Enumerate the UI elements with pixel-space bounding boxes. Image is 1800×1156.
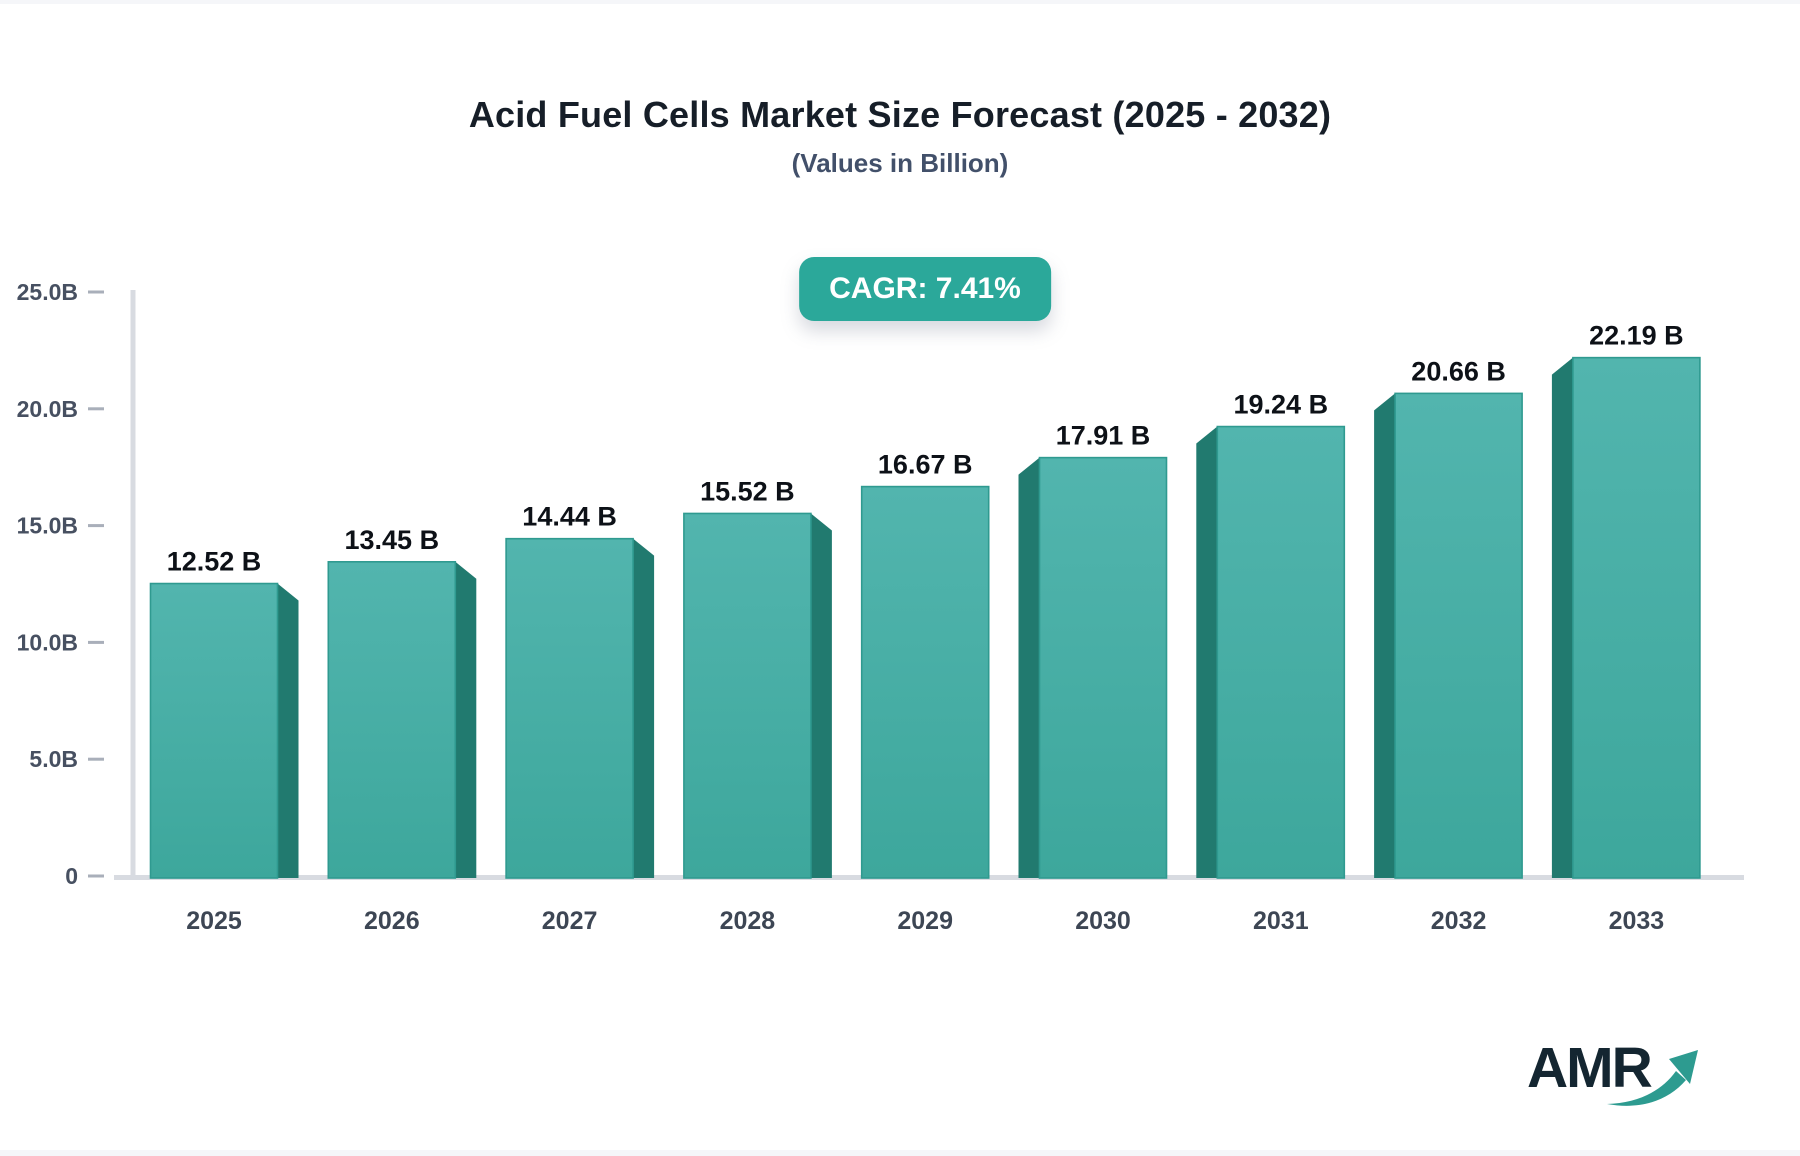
window-top-edge [0, 0, 1800, 4]
bar-value-label: 13.45 B [345, 525, 440, 555]
y-tick-mark [88, 757, 104, 761]
bar-group-2025: 12.52 B 2025 [149, 547, 299, 935]
x-tick-label: 2027 [542, 907, 598, 935]
y-tick-mark [88, 290, 104, 294]
bar-front-face [1394, 392, 1523, 879]
bar-value-label: 22.19 B [1589, 321, 1684, 351]
bar-side-face [1374, 393, 1396, 878]
bar-front-face [327, 561, 457, 879]
x-tick-label: 2032 [1431, 907, 1487, 935]
y-tick-mark [88, 874, 104, 878]
x-tick-label: 2031 [1253, 907, 1309, 935]
bar-side-face [810, 513, 832, 878]
y-tick-mark [88, 524, 104, 528]
chart-axis-labels: 25.0B 20.0B 15.0B 10.0B 5.0B 0 [17, 279, 78, 889]
bar-side-face [1551, 357, 1573, 878]
bar-side-face [633, 538, 655, 878]
bar-value-label: 15.52 B [700, 476, 795, 506]
y-tick-mark [88, 640, 104, 644]
bar-group-2026: 13.45 B 2026 [327, 525, 477, 935]
bar-value-label: 16.67 B [878, 450, 973, 480]
bar-side-face [1018, 457, 1040, 878]
bar-value-label: 17.91 B [1056, 421, 1151, 451]
bar-value-label: 12.52 B [167, 547, 262, 577]
bar-group-2032: 20.66 B 2032 [1374, 356, 1523, 935]
x-tick-label: 2025 [186, 907, 242, 935]
window-bottom-edge [0, 1150, 1800, 1156]
y-tick-label: 20.0B [17, 396, 78, 422]
cagr-badge: CAGR: 7.41% [799, 257, 1051, 321]
bar-side-face [277, 583, 299, 878]
bar-front-face [683, 512, 812, 879]
y-axis-line [130, 290, 136, 880]
bar-front-face [149, 582, 279, 879]
bar-group-2033: 22.19 B 2033 [1551, 321, 1701, 935]
bar-group-2031: 19.24 B 2031 [1196, 390, 1346, 935]
bar-group-2027: 14.44 B 2027 [505, 502, 655, 935]
bar-group-2028: 15.52 B 2028 [683, 476, 832, 935]
chart-bars: 12.52 B 2025 13.45 B 2026 14.44 B 2027 15.52 B… [149, 321, 1701, 935]
y-tick-label: 25.0B [17, 279, 78, 305]
y-tick-label: 10.0B [17, 629, 78, 655]
x-tick-label: 2028 [720, 907, 776, 935]
bar-front-face [1038, 456, 1168, 879]
y-tick-label: 0 [65, 863, 78, 889]
x-tick-label: 2033 [1609, 907, 1665, 935]
x-tick-label: 2029 [897, 907, 953, 935]
x-tick-label: 2030 [1075, 907, 1131, 935]
x-tick-label: 2026 [364, 907, 420, 935]
bar-front-face [860, 485, 990, 879]
bar-group-2030: 17.91 B 2030 [1018, 421, 1168, 935]
bar-value-label: 14.44 B [522, 502, 617, 532]
growth-arrow-icon [1607, 1050, 1698, 1106]
bar-side-face [1196, 426, 1218, 878]
y-tick-label: 5.0B [29, 746, 78, 772]
bar-value-label: 19.24 B [1234, 390, 1329, 420]
bar-value-label: 20.66 B [1411, 356, 1506, 386]
bar-front-face [505, 537, 634, 879]
y-tick-label: 15.0B [17, 513, 78, 539]
bar-group-2029: 16.67 B 2029 [860, 450, 990, 935]
amr-logo: AMR [1527, 1038, 1717, 1116]
bar-front-face [1216, 425, 1346, 879]
amr-logo-text: AMR [1527, 1036, 1653, 1100]
bar-front-face [1572, 356, 1701, 879]
chart-title: Acid Fuel Cells Market Size Forecast (20… [468, 94, 1332, 135]
chart-subtitle: (Values in Billion) [791, 148, 1009, 178]
bar-side-face [455, 561, 477, 878]
y-tick-mark [88, 407, 104, 411]
